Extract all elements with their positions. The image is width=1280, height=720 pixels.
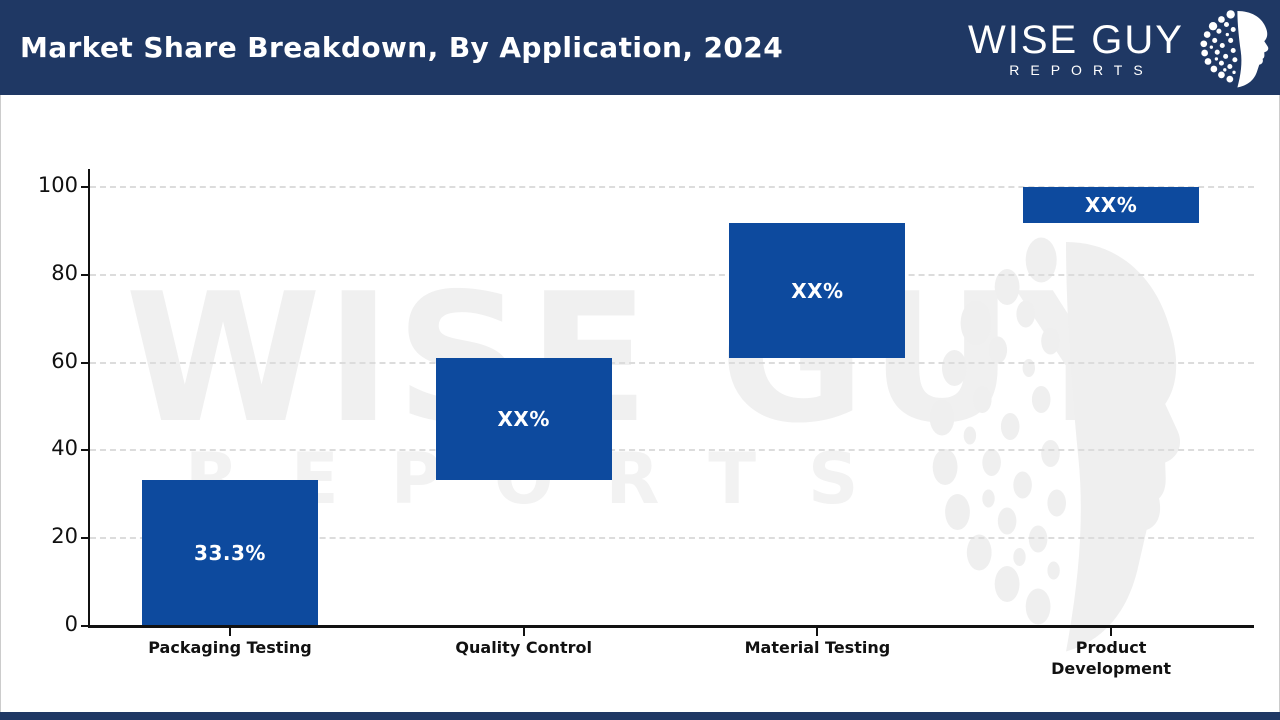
gridline-80 <box>90 273 1254 276</box>
bar-segment: XX% <box>729 223 906 358</box>
x-tick-mark <box>522 628 525 636</box>
gridline-60 <box>90 361 1254 364</box>
y-tick-label: 100 <box>37 173 78 197</box>
bar-segment: XX% <box>1023 187 1200 224</box>
bar-value-label: XX% <box>1084 193 1138 218</box>
x-tick-mark <box>229 628 231 636</box>
y-tick-label: 60 <box>51 348 78 373</box>
bar-value-label: 33.3% <box>194 540 266 565</box>
y-tick-label: 0 <box>64 612 78 636</box>
y-tick-mark <box>81 186 90 188</box>
x-category-label: Quality Control <box>455 638 592 657</box>
watermark-text: WISE GUY <box>125 255 1151 462</box>
brand-name: WISE GUY <box>967 17 1184 62</box>
brand-subtitle: REPORTS <box>1009 61 1154 78</box>
y-tick-mark <box>81 537 90 540</box>
watermark-dotted-head-icon <box>929 237 1181 652</box>
page-title: Market Share Breakdown, By Application, … <box>20 31 784 64</box>
y-tick-label: 40 <box>51 436 78 461</box>
brand-logo-text: WISE GUY REPORTS <box>968 19 1184 78</box>
y-tick-label: 80 <box>51 260 78 285</box>
gridline-40 <box>90 449 1254 452</box>
header-bar: Market Share Breakdown, By Application, … <box>0 0 1280 95</box>
dotted-head-profile-icon <box>1200 10 1269 88</box>
bar-value-label: XX% <box>791 278 844 303</box>
y-tick-label: 20 <box>51 524 78 549</box>
bar-segment: XX% <box>435 357 612 480</box>
gridline-100 <box>90 186 1254 188</box>
x-category-label: Material Testing <box>744 638 891 657</box>
y-axis-line <box>88 169 90 628</box>
brand-logo: WISE GUY REPORTS <box>968 4 1272 92</box>
bar-segment: 33.3% <box>142 479 318 626</box>
x-tick-mark <box>1110 628 1113 636</box>
y-tick-mark <box>81 273 90 276</box>
y-tick-mark <box>81 449 90 452</box>
x-category-label: Packaging Testing <box>148 638 312 657</box>
footer-bar <box>0 712 1280 720</box>
x-tick-mark <box>816 628 819 636</box>
gridline-20 <box>90 537 1254 540</box>
y-tick-mark <box>81 625 90 627</box>
x-category-label: Product Development <box>1051 638 1172 678</box>
bar-value-label: XX% <box>497 406 550 431</box>
x-axis-line <box>88 625 1254 628</box>
y-tick-mark <box>81 361 90 364</box>
